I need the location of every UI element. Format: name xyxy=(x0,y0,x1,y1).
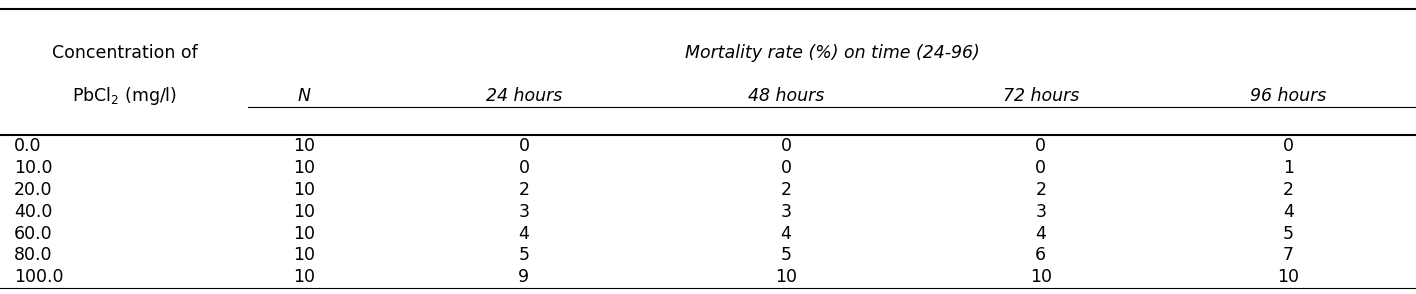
Text: 4: 4 xyxy=(1035,225,1046,243)
Text: 20.0: 20.0 xyxy=(14,181,52,199)
Text: 72 hours: 72 hours xyxy=(1003,86,1079,105)
Text: 10: 10 xyxy=(1277,268,1300,286)
Text: 4: 4 xyxy=(780,225,792,243)
Text: 0.0: 0.0 xyxy=(14,137,41,155)
Text: 40.0: 40.0 xyxy=(14,203,52,221)
Text: 9: 9 xyxy=(518,268,530,286)
Text: 100.0: 100.0 xyxy=(14,268,64,286)
Text: 0: 0 xyxy=(518,159,530,177)
Text: 0: 0 xyxy=(1283,137,1294,155)
Text: 5: 5 xyxy=(1283,225,1294,243)
Text: PbCl$_2$ (mg/l): PbCl$_2$ (mg/l) xyxy=(72,85,177,106)
Text: Mortality rate (%) on time (24-96): Mortality rate (%) on time (24-96) xyxy=(684,44,980,62)
Text: 10: 10 xyxy=(293,268,316,286)
Text: 96 hours: 96 hours xyxy=(1250,86,1327,105)
Text: 0: 0 xyxy=(780,137,792,155)
Text: 60.0: 60.0 xyxy=(14,225,52,243)
Text: 2: 2 xyxy=(780,181,792,199)
Text: 6: 6 xyxy=(1035,246,1046,264)
Text: 2: 2 xyxy=(518,181,530,199)
Text: 80.0: 80.0 xyxy=(14,246,52,264)
Text: 10: 10 xyxy=(293,225,316,243)
Text: 10: 10 xyxy=(293,159,316,177)
Text: N: N xyxy=(297,86,312,105)
Text: 10: 10 xyxy=(293,246,316,264)
Text: 10: 10 xyxy=(293,203,316,221)
Text: 0: 0 xyxy=(1035,159,1046,177)
Text: 1: 1 xyxy=(1283,159,1294,177)
Text: 48 hours: 48 hours xyxy=(748,86,824,105)
Text: 3: 3 xyxy=(1035,203,1046,221)
Text: 10: 10 xyxy=(293,137,316,155)
Text: 5: 5 xyxy=(518,246,530,264)
Text: Concentration of: Concentration of xyxy=(52,44,197,62)
Text: 10: 10 xyxy=(293,181,316,199)
Text: 2: 2 xyxy=(1035,181,1046,199)
Text: 0: 0 xyxy=(518,137,530,155)
Text: 0: 0 xyxy=(780,159,792,177)
Text: 0: 0 xyxy=(1035,137,1046,155)
Text: 4: 4 xyxy=(1283,203,1294,221)
Text: 7: 7 xyxy=(1283,246,1294,264)
Text: 10.0: 10.0 xyxy=(14,159,52,177)
Text: 10: 10 xyxy=(1029,268,1052,286)
Text: 10: 10 xyxy=(775,268,797,286)
Text: 5: 5 xyxy=(780,246,792,264)
Text: 24 hours: 24 hours xyxy=(486,86,562,105)
Text: 4: 4 xyxy=(518,225,530,243)
Text: 3: 3 xyxy=(780,203,792,221)
Text: 2: 2 xyxy=(1283,181,1294,199)
Text: 3: 3 xyxy=(518,203,530,221)
